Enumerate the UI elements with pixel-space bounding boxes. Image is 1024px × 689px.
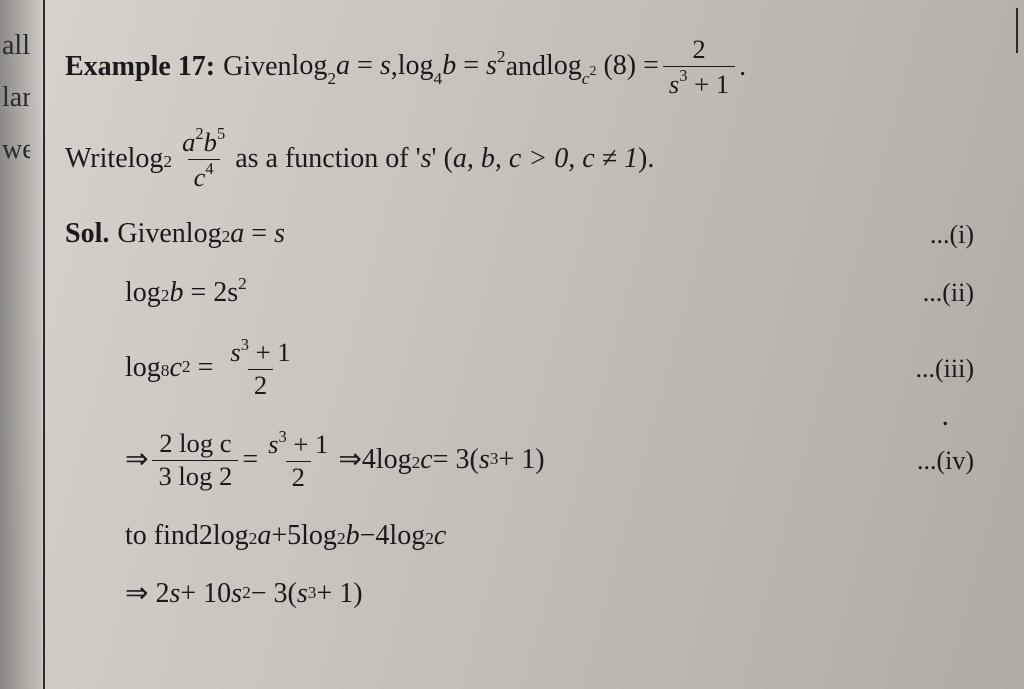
frac-a2b5-c4: a2b5 c4	[176, 127, 231, 192]
frac-s3p1-over-2: s3 + 1 2	[224, 337, 296, 400]
eq-num-ii: ...(ii)	[923, 272, 994, 314]
log4b: log4b = s2	[398, 44, 506, 89]
example-statement-line: Example 17: Given log2a = s , log4b = s2…	[65, 28, 994, 106]
log2a: log2a = s	[292, 44, 391, 89]
stray-dot: .	[942, 392, 950, 440]
sol-label: Sol.	[65, 212, 109, 257]
example-label: Example 17:	[65, 45, 215, 90]
sol-step-2: log2b = 2s2 ...(ii)	[65, 271, 994, 316]
top-right-rule-fragment	[1016, 8, 1018, 53]
eq-num-i: ...(i)	[930, 214, 994, 256]
margin-frag-1: all	[0, 30, 30, 62]
left-rule-line	[43, 0, 45, 689]
sol-step-5: to find 2 log2a + 5 log2b − 4 log2c	[65, 514, 994, 559]
margin-frag-3: we	[0, 134, 30, 166]
logc2-8: logc2 (8) =	[546, 44, 659, 89]
left-margin-cut-text: all lar we	[0, 0, 30, 689]
sol-step-1: Sol. Given log2a = s ...(i)	[65, 212, 994, 257]
eq-num-iii: ...(iii)	[916, 348, 995, 390]
sol-step-3: log8c2 = s3 + 1 2 ...(iii) .	[65, 330, 994, 408]
sol-step-4: ⇒ 2 log c 3 log 2 = s3 + 1 2 ⇒ 4 log2c =…	[65, 422, 994, 500]
sol-step-6: ⇒ 2s + 10s2 − 3(s3 + 1)	[65, 572, 994, 617]
eq-num-iv: ...(iv)	[917, 440, 994, 482]
write-line: Write log2 a2b5 c4 as a function of 's' …	[65, 120, 994, 198]
page-content: Example 17: Given log2a = s , log4b = s2…	[65, 28, 994, 631]
margin-frag-2: lar	[0, 82, 30, 114]
given-prefix: Given	[223, 45, 291, 90]
frac-s3p1-over-2-b: s3 + 1 2	[262, 429, 334, 492]
frac-2-over-s3p1: 2 s3 + 1	[663, 36, 735, 99]
frac-2logc-3log2: 2 log c 3 log 2	[152, 430, 238, 491]
